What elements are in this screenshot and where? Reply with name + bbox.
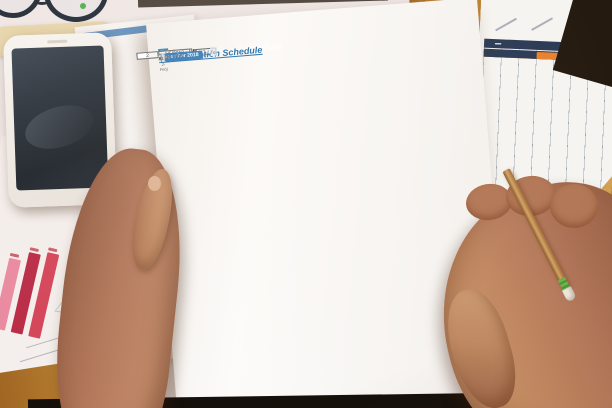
gantt-column-label [495, 18, 517, 31]
gantt-header-tick [495, 43, 501, 45]
dow-header-row: SuMTuWThFSaSuMTuWThFSaSuMTuWThFSaSuMTuWT… [210, 47, 218, 56]
eyeglasses [0, 0, 120, 40]
gantt-column-label [531, 17, 553, 30]
mini-bar-label [29, 247, 40, 253]
mini-bar-label [9, 252, 20, 258]
phone-screen [11, 45, 109, 191]
phone-earpiece [47, 39, 68, 44]
eyeglasses-bridge [34, 0, 50, 5]
green-sticker-dot [80, 3, 86, 9]
dow-cell: Tu [210, 47, 217, 56]
off-field: 2 [136, 50, 159, 60]
pay-cell [158, 54, 160, 56]
eyeglasses-right-lens [44, 0, 108, 22]
right-hand-knuckle [550, 184, 598, 228]
mini-bar-label [48, 247, 58, 253]
left-thumbnail [148, 176, 161, 191]
screen-reflection [19, 97, 99, 157]
